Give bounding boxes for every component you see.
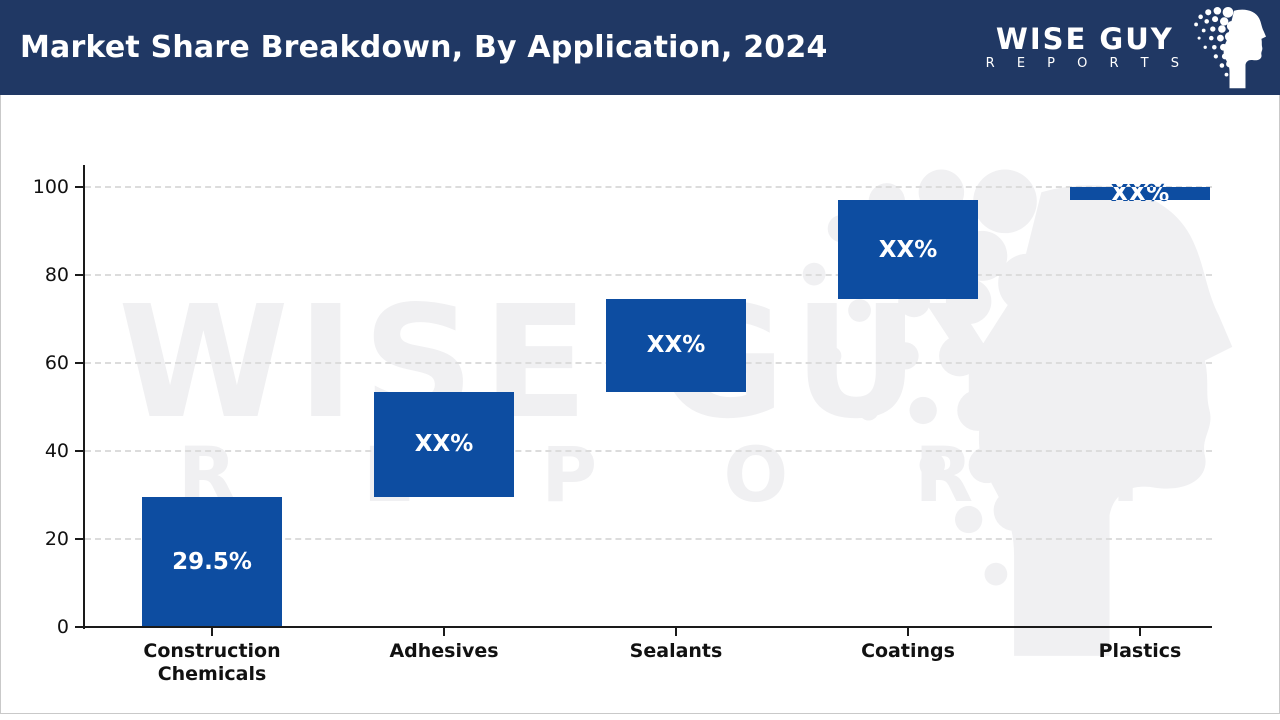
x-axis-tick: [907, 628, 909, 636]
x-axis-tick: [1139, 628, 1141, 636]
bar-label: XX%: [414, 431, 474, 458]
bar-label-outer: XX%: [414, 431, 474, 458]
y-tick-label: 40: [44, 440, 69, 462]
header-bar: Market Share Breakdown, By Application, …: [0, 0, 1280, 95]
x-tick-label: Construction Chemicals: [143, 640, 281, 685]
y-axis-tick: [75, 186, 83, 188]
y-tick-label: 100: [32, 176, 69, 198]
grid-line: [85, 450, 1212, 452]
bar-label: XX%: [878, 236, 938, 263]
bar-adhesives: XX% XX%: [374, 391, 514, 498]
grid-line: [85, 274, 1212, 276]
y-tick-label: 0: [56, 616, 69, 638]
y-tick-label: 60: [44, 352, 69, 374]
grid-line: [85, 186, 1212, 188]
logo-face-icon: [1194, 6, 1266, 88]
x-tick-label: Plastics: [1098, 640, 1182, 662]
bar-label: XX%: [646, 332, 706, 359]
bar-fill: [374, 391, 514, 498]
logo-subtitle: R E P O R T S: [985, 56, 1188, 71]
x-tick-label: Coatings: [861, 640, 955, 662]
x-axis: [83, 626, 1212, 628]
logo-text: WISE GUY R E P O R T S: [982, 24, 1188, 71]
y-axis-tick: [75, 538, 83, 540]
watermark-line2: R E P O R T S: [178, 430, 1280, 519]
bar-label-clip: XX%: [1070, 187, 1210, 200]
bar-label-outer: 29.5%: [172, 549, 252, 576]
bar-label-clip: XX%: [606, 299, 746, 391]
x-tick-label: Adhesives: [389, 640, 499, 662]
bar-label-outer: XX%: [646, 332, 706, 359]
bar-fill: [142, 497, 282, 627]
bar-sealants: XX% XX%: [606, 299, 746, 392]
y-axis-tick: [75, 274, 83, 276]
grid-line: [85, 538, 1212, 540]
y-axis: [83, 165, 85, 629]
bar-label: 29.5%: [172, 549, 252, 576]
x-axis-tick: [211, 628, 213, 636]
y-axis-tick: [75, 450, 83, 452]
x-axis-tick: [675, 628, 677, 636]
x-axis-tick: [443, 628, 445, 636]
logo-wordmark: WISE GUY: [995, 22, 1174, 56]
y-axis-tick: [75, 362, 83, 364]
y-axis-tick: [75, 626, 83, 628]
chart-title: Market Share Breakdown, By Application, …: [20, 30, 828, 65]
wiseguy-logo: WISE GUY R E P O R T S: [982, 6, 1266, 90]
bar-label: XX%: [1110, 187, 1170, 201]
bar-coatings: XX% XX%: [838, 200, 978, 300]
bar-construction-chemicals: 29.5% 29.5%: [142, 497, 282, 627]
y-tick-label: 20: [44, 528, 69, 550]
y-tick-label: 80: [44, 264, 69, 286]
x-tick-label: Sealants: [629, 640, 723, 662]
bar-fill: [606, 299, 746, 392]
bar-plastics: XX% XX%: [1070, 181, 1210, 207]
bar-label-clip: 29.5%: [142, 497, 282, 627]
bar-label-clip: XX%: [374, 392, 514, 498]
bar-label-clip: XX%: [838, 200, 978, 299]
